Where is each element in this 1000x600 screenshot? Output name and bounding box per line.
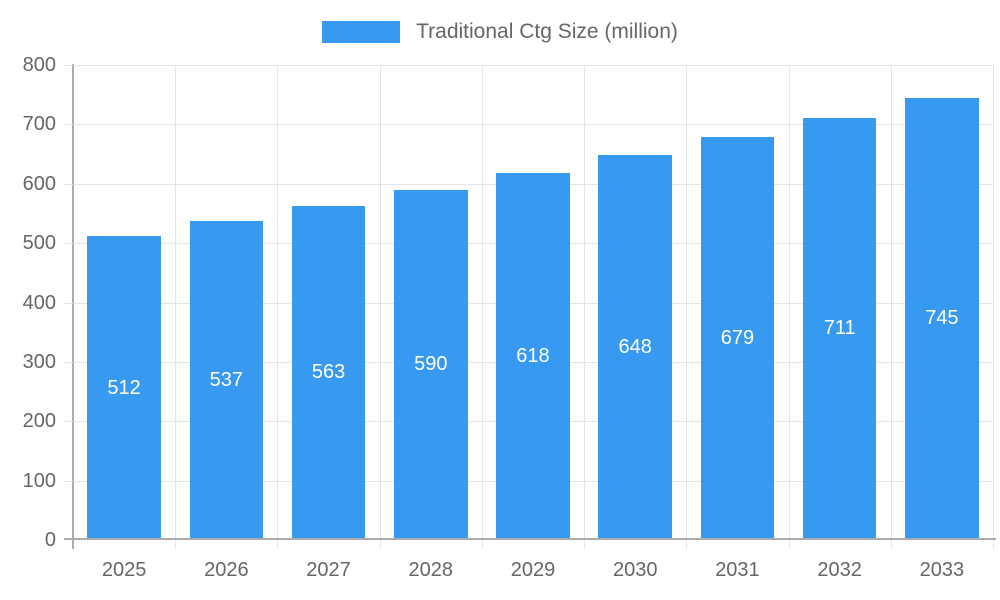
y-axis-label: 400	[22, 291, 56, 314]
y-axis-label: 600	[22, 172, 56, 195]
x-axis-label: 2030	[612, 559, 658, 581]
y-axis-label: 500	[22, 232, 56, 255]
y-tick	[64, 183, 73, 185]
legend-label: Traditional Ctg Size (million)	[416, 20, 678, 43]
y-tick	[64, 302, 73, 304]
y-axis-label: 700	[22, 113, 56, 136]
x-tick	[788, 540, 790, 549]
x-axis-label: 2028	[408, 559, 454, 581]
x-gridline	[481, 65, 483, 540]
y-axis-label: 200	[22, 410, 56, 433]
y-axis-line	[72, 64, 74, 549]
x-gridline	[686, 65, 688, 540]
bar: 512	[87, 236, 161, 540]
x-tick	[277, 540, 279, 549]
x-axis-label: 2033	[919, 559, 965, 581]
bar-value-label: 648	[618, 336, 652, 359]
x-tick	[890, 540, 892, 549]
y-axis-label: 100	[22, 469, 56, 492]
x-tick	[686, 540, 688, 549]
x-tick	[993, 540, 994, 549]
x-gridline	[993, 65, 994, 540]
x-tick	[481, 540, 483, 549]
bar: 590	[393, 189, 468, 540]
legend: Traditional Ctg Size (million)	[0, 21, 1000, 43]
y-tick	[64, 243, 73, 245]
y-axis-label: 0	[44, 529, 56, 551]
y-gridline	[73, 124, 993, 126]
x-gridline	[788, 65, 790, 540]
bar: 679	[700, 136, 775, 540]
x-axis-label: 2029	[510, 559, 556, 581]
bar: 537	[189, 221, 264, 540]
y-tick	[64, 361, 73, 363]
bar: 563	[291, 205, 366, 540]
x-tick	[584, 540, 586, 549]
bar: 745	[905, 97, 979, 540]
x-gridline	[175, 65, 177, 540]
y-axis-label: 800	[22, 54, 56, 76]
x-gridline	[379, 65, 381, 540]
bar: 711	[802, 117, 877, 540]
bar-value-label: 745	[925, 307, 959, 330]
x-gridline	[277, 65, 279, 540]
x-tick	[175, 540, 177, 549]
x-axis-label: 2026	[204, 559, 249, 581]
x-axis-line	[64, 538, 996, 540]
x-axis-label: 2031	[715, 559, 760, 581]
legend-swatch	[322, 21, 401, 43]
y-gridline	[73, 65, 993, 66]
y-tick	[64, 480, 73, 482]
bar-value-label: 590	[414, 353, 448, 376]
y-tick	[64, 124, 73, 126]
x-axis-label: 2032	[817, 559, 862, 581]
bar-value-label: 618	[516, 345, 550, 368]
x-axis-label: 2027	[306, 559, 351, 581]
bar: 648	[598, 155, 673, 540]
bar-value-label: 512	[107, 376, 141, 399]
bar-value-label: 563	[311, 361, 346, 384]
plot-area: 512 537 563 590 618 648 679 711 745	[73, 65, 994, 540]
x-gridline	[584, 65, 586, 540]
y-tick	[64, 421, 73, 423]
bar-value-label: 711	[823, 317, 856, 340]
bar-value-label: 537	[209, 369, 244, 392]
y-tick	[64, 65, 73, 66]
bar: 618	[496, 173, 570, 540]
bar-value-label: 679	[720, 326, 755, 349]
x-tick	[379, 540, 381, 549]
y-axis-label: 300	[22, 350, 56, 373]
x-axis-label: 2025	[101, 559, 147, 581]
x-gridline	[890, 65, 892, 540]
